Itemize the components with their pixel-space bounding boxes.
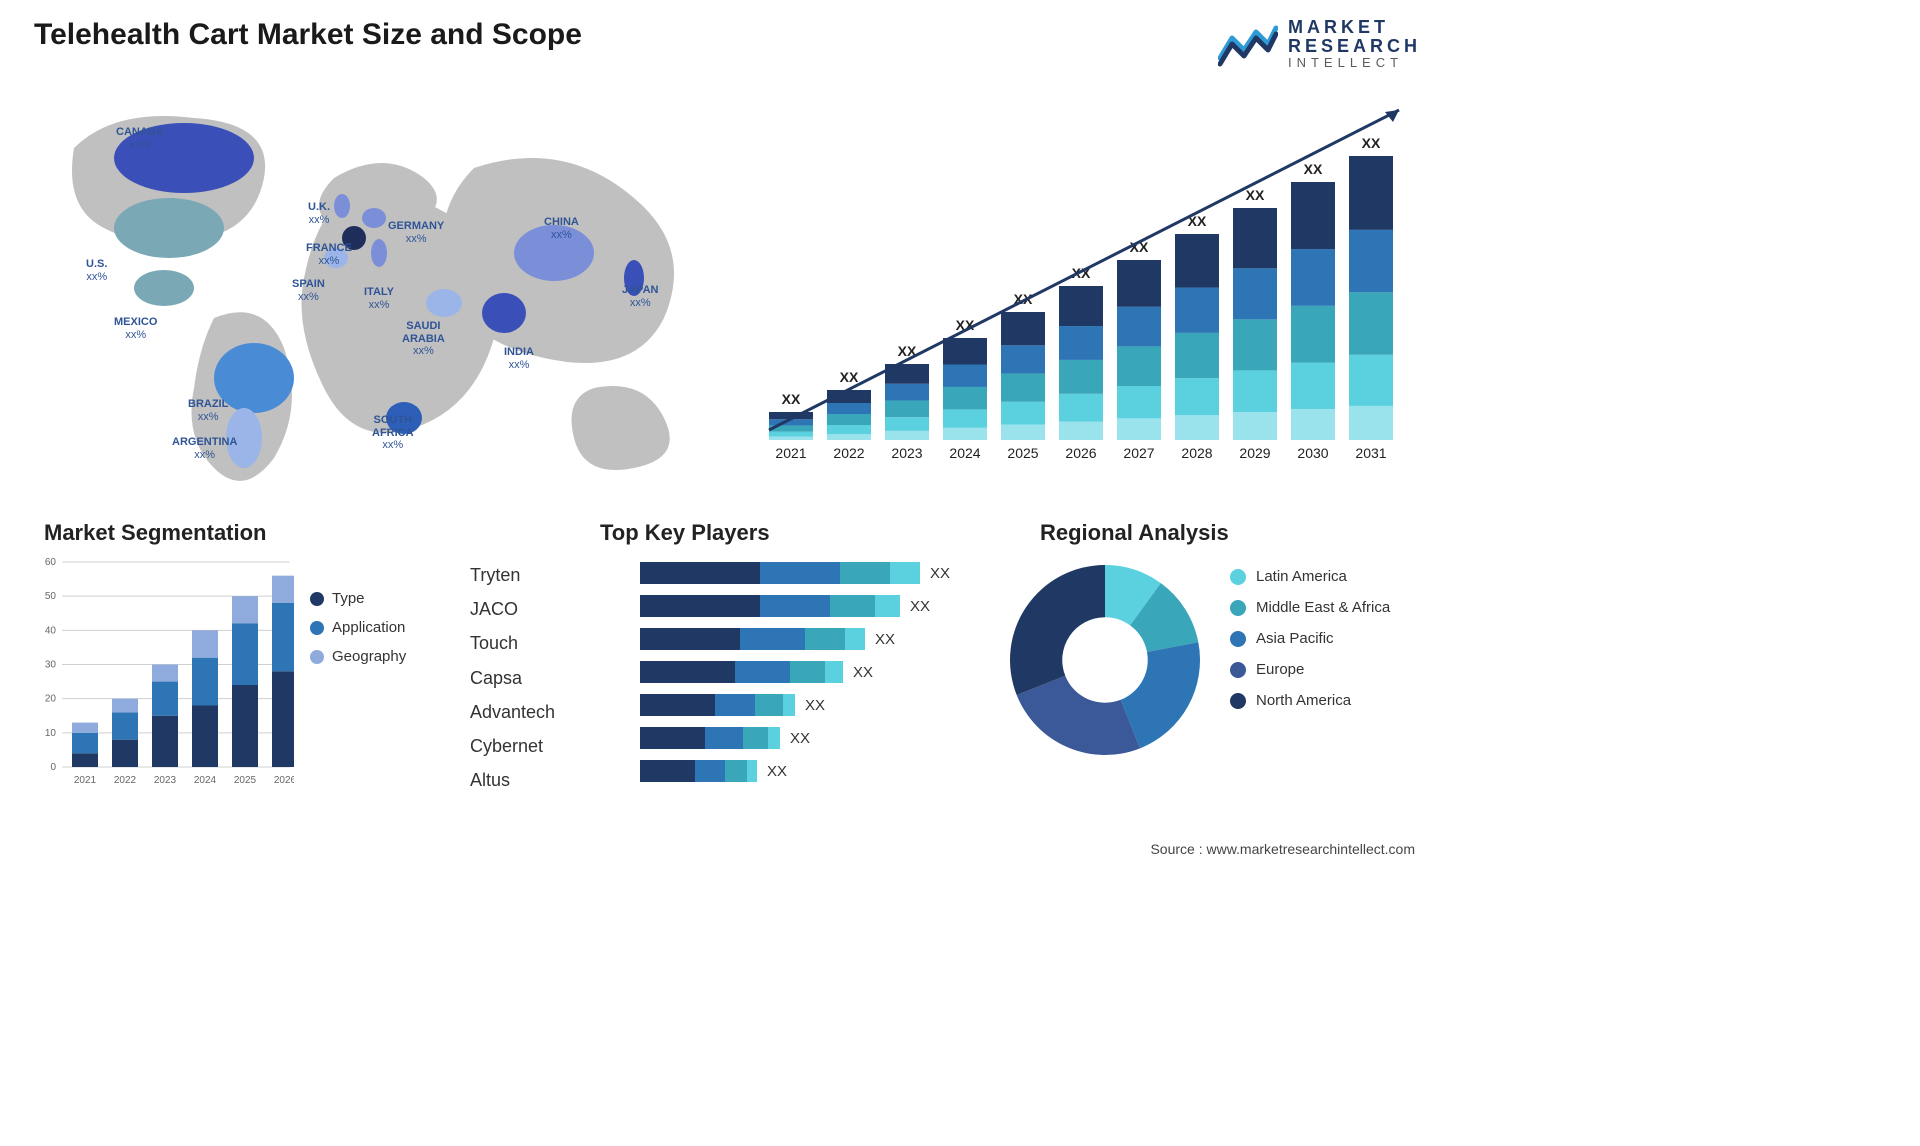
svg-text:XX: XX: [1246, 187, 1265, 203]
region-north-america: North America: [1230, 692, 1390, 709]
map-label-u-k-: U.K.xx%: [308, 201, 330, 226]
svg-text:2021: 2021: [775, 445, 806, 460]
player-advantech: Advantech: [470, 695, 555, 729]
svg-text:30: 30: [45, 660, 57, 671]
page-title: Telehealth Cart Market Size and Scope: [34, 18, 582, 52]
map-label-germany: GERMANYxx%: [388, 220, 444, 245]
map-label-south-africa: SOUTHAFRICAxx%: [372, 414, 414, 452]
map-label-u-s-: U.S.xx%: [86, 258, 107, 283]
player-capsa: Capsa: [470, 661, 555, 695]
player-bar-row: XX: [640, 694, 970, 716]
player-touch: Touch: [470, 626, 555, 660]
svg-text:50: 50: [45, 591, 57, 602]
segmentation-chart: 0 10 20 30 40 50 60 2021 2022 2023 2024 2025 2026: [34, 556, 294, 791]
svg-text:XX: XX: [782, 391, 801, 407]
player-bar-row: XX: [640, 661, 970, 683]
svg-text:40: 40: [45, 625, 57, 636]
svg-text:XX: XX: [1304, 161, 1323, 177]
map-label-mexico: MEXICOxx%: [114, 316, 157, 341]
world-map: CANADAxx% U.S.xx% MEXICOxx% BRAZILxx% ARGENT…: [34, 88, 724, 488]
player-altus: Altus: [470, 763, 555, 797]
segmentation-legend: Type Application Geography: [310, 590, 406, 677]
player-bar-row: XX: [640, 760, 970, 782]
brand-logo: MARKET RESEARCH INTELLECT: [1218, 18, 1421, 69]
region-middle-east-africa: Middle East & Africa: [1230, 599, 1390, 616]
seg-legend-type: Type: [310, 590, 406, 607]
seg-legend-geography: Geography: [310, 648, 406, 665]
svg-text:0: 0: [50, 762, 56, 773]
svg-text:XX: XX: [840, 369, 859, 385]
svg-text:2026: 2026: [274, 775, 294, 786]
svg-text:2023: 2023: [891, 445, 922, 460]
map-label-spain: SPAINxx%: [292, 278, 325, 303]
source-label: Source : www.marketresearchintellect.com: [1150, 841, 1415, 857]
player-jaco: JACO: [470, 592, 555, 626]
regional-legend: Latin America Middle East & Africa Asia Pa…: [1230, 568, 1390, 723]
svg-text:XX: XX: [1362, 135, 1381, 151]
logo-line1: MARKET: [1288, 18, 1421, 37]
svg-text:2026: 2026: [1065, 445, 1096, 460]
svg-text:2022: 2022: [114, 775, 137, 786]
logo-mark-icon: [1218, 20, 1278, 68]
map-label-saudi-arabia: SAUDIARABIAxx%: [402, 320, 445, 358]
player-bar-row: XX: [640, 595, 970, 617]
svg-text:20: 20: [45, 694, 57, 705]
svg-text:2029: 2029: [1239, 445, 1270, 460]
top-players-list: TrytenJACOTouchCapsaAdvantechCyber​​netA…: [470, 558, 555, 797]
player-bar-row: XX: [640, 628, 970, 650]
region-europe: Europe: [1230, 661, 1390, 678]
map-label-canada: CANADAxx%: [116, 126, 164, 151]
segmentation-title: Market Segmentation: [44, 520, 267, 546]
svg-text:2028: 2028: [1181, 445, 1212, 460]
map-label-japan: JAPANxx%: [622, 284, 658, 309]
logo-line3: INTELLECT: [1288, 56, 1421, 70]
svg-text:2030: 2030: [1297, 445, 1328, 460]
regional-title: Regional Analysis: [1040, 520, 1229, 546]
svg-text:2021: 2021: [74, 775, 97, 786]
svg-text:2023: 2023: [154, 775, 177, 786]
map-label-china: CHINAxx%: [544, 216, 579, 241]
regional-donut: [1000, 555, 1210, 765]
region-asia-pacific: Asia Pacific: [1230, 630, 1390, 647]
map-label-argentina: ARGENTINAxx%: [172, 436, 237, 461]
svg-text:2027: 2027: [1123, 445, 1154, 460]
map-label-italy: ITALYxx%: [364, 286, 394, 311]
player-bar-row: XX: [640, 727, 970, 749]
player-bar-row: XX: [640, 562, 970, 584]
logo-line2: RESEARCH: [1288, 37, 1421, 56]
forecast-bar-chart: XX2021XX2022XX2023XX2024XX2025XX2026XX20…: [759, 100, 1419, 460]
svg-text:60: 60: [45, 557, 57, 568]
top-players-title: Top Key Players: [600, 520, 770, 546]
svg-text:2022: 2022: [833, 445, 864, 460]
seg-legend-application: Application: [310, 619, 406, 636]
player-cybernet: Cyber​​net: [470, 729, 555, 763]
svg-text:2025: 2025: [1007, 445, 1038, 460]
map-label-brazil: BRAZILxx%: [188, 398, 228, 423]
top-players-bars: XX XX XX XX XX XX XX: [640, 562, 970, 793]
svg-text:2031: 2031: [1355, 445, 1386, 460]
map-label-france: FRANCExx%: [306, 242, 352, 267]
svg-text:2025: 2025: [234, 775, 257, 786]
svg-text:10: 10: [45, 728, 57, 739]
player-tryten: Tryten: [470, 558, 555, 592]
region-latin-america: Latin America: [1230, 568, 1390, 585]
svg-text:2024: 2024: [194, 775, 217, 786]
map-label-india: INDIAxx%: [504, 346, 534, 371]
svg-text:2024: 2024: [949, 445, 980, 460]
